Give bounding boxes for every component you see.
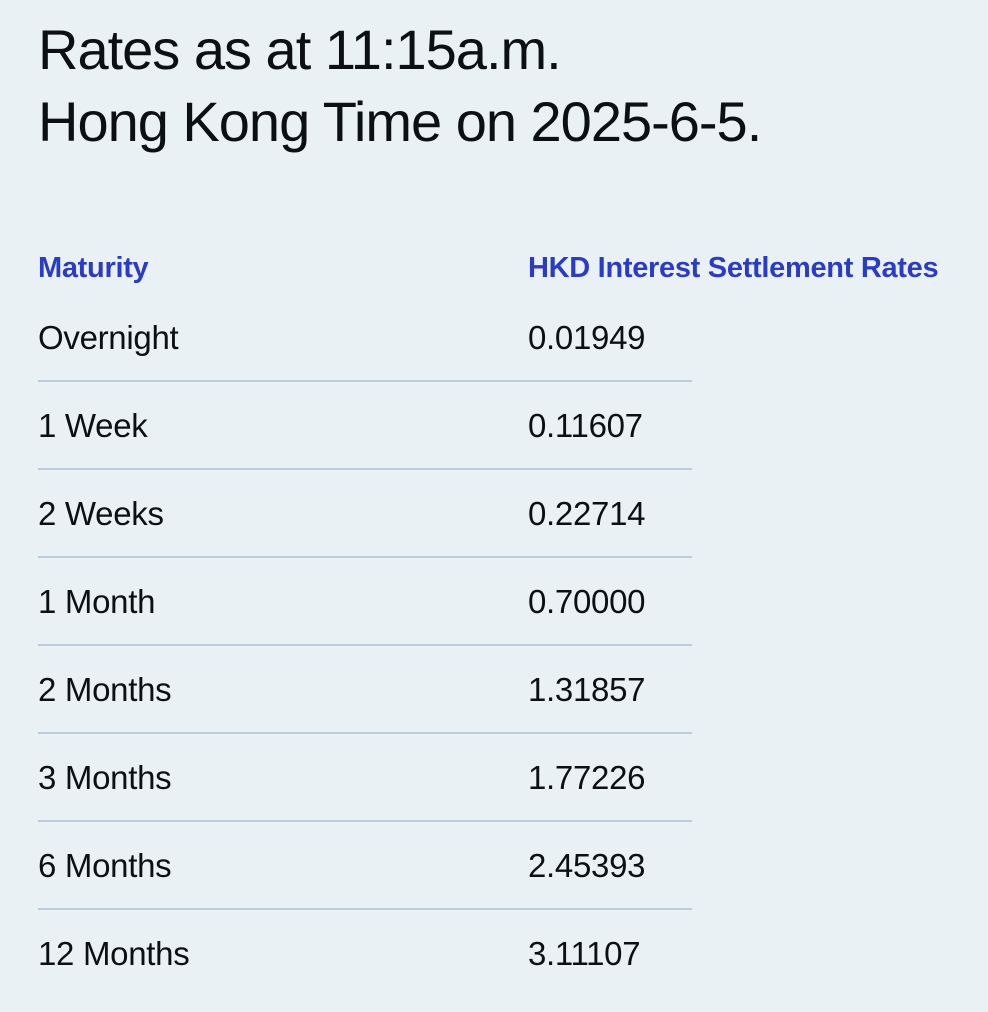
maturity-cell: 2 Weeks xyxy=(38,495,164,532)
rate-cell: 2.45393 xyxy=(528,847,646,884)
column-header-rate: HKD Interest Settlement Rates xyxy=(528,252,939,284)
table-row: 1 Week 0.11607 xyxy=(38,382,968,470)
rate-cell: 3.11107 xyxy=(528,935,641,972)
table-row: 6 Months 2.45393 xyxy=(38,822,968,910)
maturity-cell: 3 Months xyxy=(38,759,172,796)
maturity-cell: 1 Month xyxy=(38,583,156,620)
page-title-line1: Rates as at 11:15a.m. xyxy=(38,18,562,81)
rate-cell: 0.11607 xyxy=(528,407,643,444)
page-title: Rates as at 11:15a.m. Hong Kong Time on … xyxy=(38,14,968,158)
table-body: Overnight 0.01949 1 Week 0.11607 2 Weeks… xyxy=(38,294,968,998)
maturity-cell: 6 Months xyxy=(38,847,172,884)
rate-cell: 1.31857 xyxy=(528,671,646,708)
table-row: 2 Weeks 0.22714 xyxy=(38,470,968,558)
table-row: 3 Months 1.77226 xyxy=(38,734,968,822)
maturity-cell: Overnight xyxy=(38,319,179,356)
table-row: 1 Month 0.70000 xyxy=(38,558,968,646)
column-header-maturity: Maturity xyxy=(38,252,149,284)
table-row: 12 Months 3.11107 xyxy=(38,910,968,998)
rate-cell: 0.22714 xyxy=(528,495,646,532)
table-header-row: Maturity HKD Interest Settlement Rates xyxy=(38,250,968,286)
rate-cell: 0.70000 xyxy=(528,583,646,620)
table-row: 2 Months 1.31857 xyxy=(38,646,968,734)
rate-cell: 0.01949 xyxy=(528,319,646,356)
maturity-cell: 12 Months xyxy=(38,935,190,972)
rates-table: Maturity HKD Interest Settlement Rates O… xyxy=(38,250,968,998)
maturity-cell: 1 Week xyxy=(38,407,148,444)
rate-cell: 1.77226 xyxy=(528,759,646,796)
table-row: Overnight 0.01949 xyxy=(38,294,968,382)
maturity-cell: 2 Months xyxy=(38,671,172,708)
page-title-line2: Hong Kong Time on 2025-6-5. xyxy=(38,90,762,153)
